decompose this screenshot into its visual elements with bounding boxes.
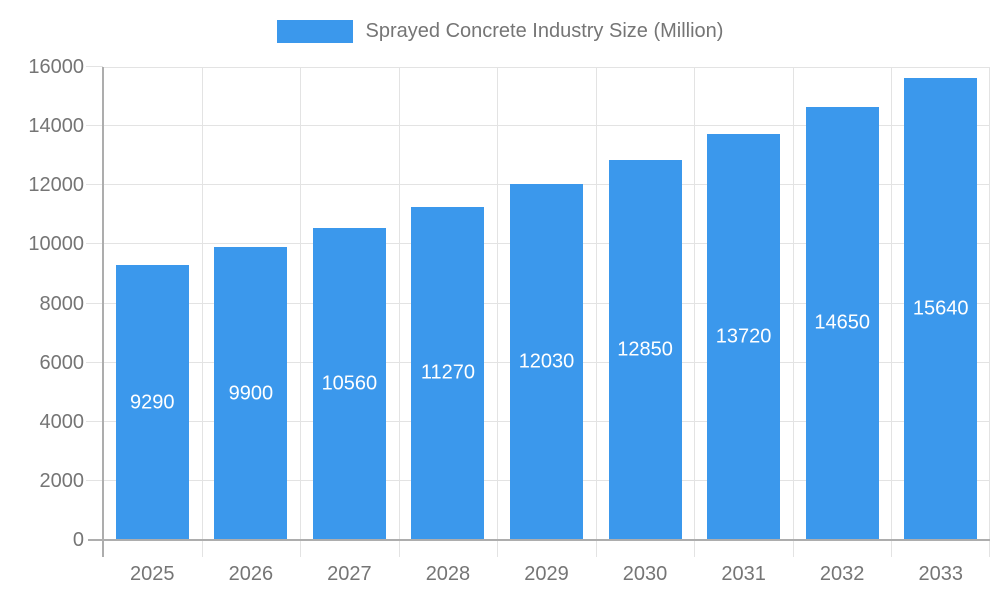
v-gridline [596,67,597,540]
bar: 12850 [608,160,682,540]
legend-label: Sprayed Concrete Industry Size (Million) [365,20,724,42]
x-axis-tick [694,540,695,557]
bar: 14650 [805,106,879,540]
bar: 15640 [904,77,978,540]
x-axis-tick [793,540,794,557]
x-axis-tick [497,540,498,557]
v-gridline [793,67,794,540]
x-tick-label: 2026 [228,563,274,585]
bar-value-label: 13720 [715,325,772,348]
y-tick-label: 14000 [28,115,84,138]
v-gridline [694,67,695,540]
y-tick-label: 2000 [39,469,85,492]
x-tick-label: 2031 [721,563,766,585]
x-tick-label: 2033 [918,563,963,585]
x-axis-tick [891,540,892,557]
x-tick-label: 2027 [327,563,372,585]
y-tick-label: 0 [72,529,84,551]
bar-value-label: 10560 [321,372,378,395]
y-axis-tick [86,479,103,481]
bar-value-label: 14650 [814,311,870,334]
y-axis-line [102,67,104,557]
bar: 13720 [707,134,781,540]
bar-value-label: 9290 [130,391,175,414]
legend: Sprayed Concrete Industry Size (Million) [0,20,1000,43]
x-tick-label: 2030 [622,563,668,585]
y-axis-tick [86,302,103,304]
y-tick-label: 8000 [39,292,85,315]
bar-value-label: 11270 [420,361,475,384]
v-gridline [891,67,892,540]
x-tick-label: 2028 [425,563,471,585]
bar: 10560 [312,227,386,540]
x-axis-tick [399,540,400,557]
bar: 9290 [115,265,189,540]
v-gridline [989,67,990,540]
x-axis-tick [300,540,301,557]
bar-value-label: 12850 [617,338,673,361]
x-axis-tick [596,540,597,557]
legend-swatch [276,20,353,43]
x-axis-tick [989,540,990,557]
y-axis-tick [86,361,103,363]
y-axis-tick [86,66,103,67]
y-axis-labels: 0 2000 4000 6000 8000 10000 12000 14000 16000 [0,0,84,600]
bar: 11270 [411,206,485,540]
v-gridline [497,67,498,540]
y-axis-tick [86,125,103,127]
h-gridline [103,125,990,127]
x-tick-label: 2032 [819,563,865,585]
v-gridline [300,67,301,540]
x-axis-baseline [88,539,990,541]
x-tick-label: 2029 [524,563,569,585]
v-gridline [202,67,203,540]
y-axis-tick [86,184,103,186]
x-axis-labels: 2025 2026 2027 2028 2029 2030 2031 2032 2033 [103,561,990,591]
bar-value-label: 12030 [518,350,575,373]
y-tick-label: 12000 [28,174,84,197]
bar: 12030 [510,184,583,540]
y-tick-label: 4000 [39,410,85,433]
y-axis-tick [86,420,103,422]
v-gridline [399,67,400,540]
y-tick-label: 10000 [28,233,84,256]
bar-value-label: 15640 [912,297,969,320]
y-axis-tick [86,243,103,245]
plot-area: 9290 9900 10560 11270 12030 12850 13720 14650 15… [86,66,990,557]
y-tick-label: 6000 [39,351,85,374]
x-tick-label: 2025 [130,563,175,585]
h-gridline [103,67,990,68]
bar: 9900 [214,247,288,540]
bar-value-label: 9900 [228,382,274,405]
y-tick-label: 16000 [28,56,84,78]
x-axis-tick [202,540,203,557]
